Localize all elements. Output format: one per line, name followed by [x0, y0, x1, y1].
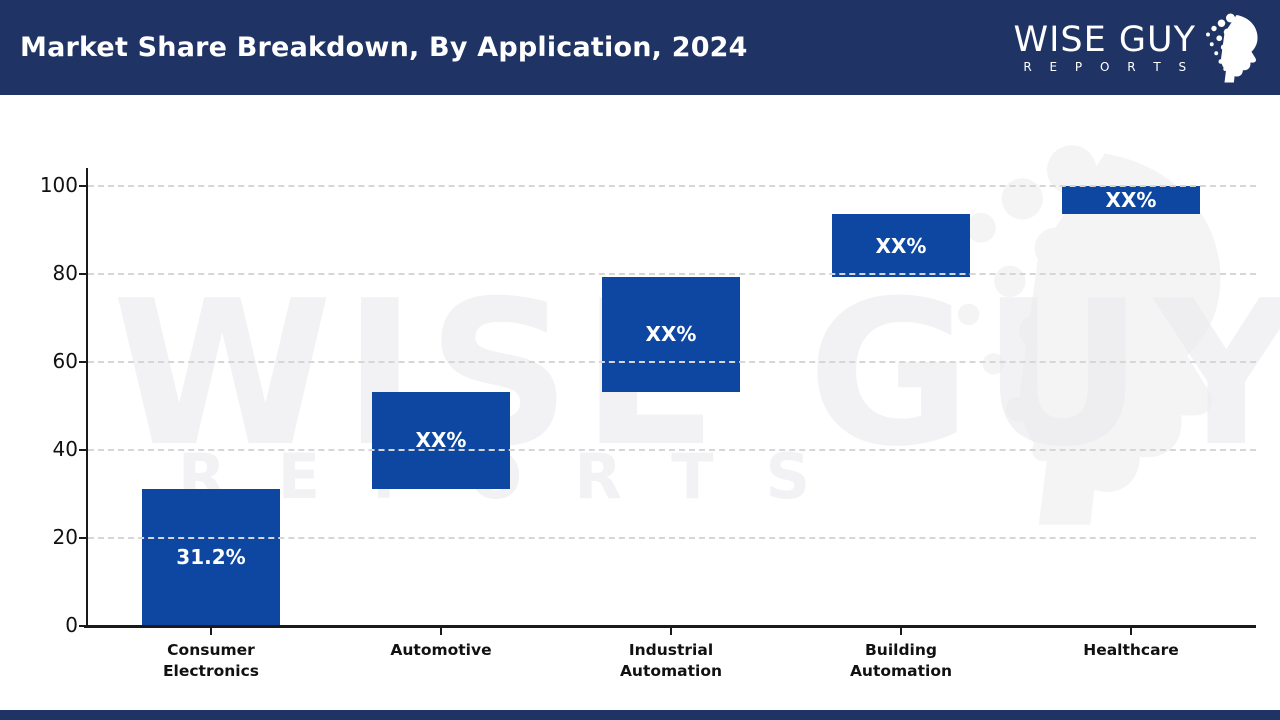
bar-consumer-electronics: 31.2% [142, 488, 280, 626]
bar-value-label: XX% [875, 233, 927, 258]
y-tick-label: 80 [52, 261, 78, 285]
x-category-label: Building Automation [849, 641, 953, 680]
x-axis-line [84, 625, 1256, 628]
x-tick-mark [670, 628, 672, 635]
gridline [88, 537, 1256, 539]
y-tick-mark [79, 361, 87, 363]
head-dots-icon [1206, 13, 1258, 82]
x-tick-mark [1130, 628, 1132, 635]
logo-subtitle: R E P O R T S [1023, 59, 1194, 74]
bar-value-label: 31.2% [176, 545, 246, 570]
bar-value-label: XX% [415, 428, 467, 453]
chart-title: Market Share Breakdown, By Application, … [20, 32, 748, 63]
gridline [88, 185, 1256, 187]
y-tick-label: 100 [39, 173, 78, 197]
y-axis-line [86, 168, 88, 627]
y-tick-label: 40 [52, 437, 78, 461]
x-tick-mark [440, 628, 442, 635]
y-tick-mark [79, 449, 87, 451]
bar-healthcare: XX% [1062, 186, 1200, 215]
y-tick-label: 20 [52, 525, 78, 549]
bar-value-label: XX% [645, 322, 697, 347]
bar-value-label: XX% [1105, 188, 1157, 213]
bar-industrial-automation: XX% [602, 277, 740, 392]
gridline [88, 449, 1256, 451]
x-category-label: Consumer Electronics [162, 641, 260, 680]
y-tick-label: 60 [52, 349, 78, 373]
y-tick-mark [79, 625, 87, 627]
x-category-label: Healthcare [1083, 641, 1179, 659]
x-tick-mark [210, 628, 212, 635]
y-tick-label: 0 [65, 613, 78, 637]
bar-building-automation: XX% [832, 214, 970, 278]
y-tick-mark [79, 273, 87, 275]
header-bar: Market Share Breakdown, By Application, … [0, 0, 1280, 95]
logo-text: WISE GUY R E P O R T S [1013, 22, 1196, 74]
bar-automotive: XX% [372, 391, 510, 489]
logo-wordmark: WISE GUY [1013, 19, 1196, 60]
x-category-label: Automotive [390, 641, 492, 659]
y-tick-mark [79, 185, 87, 187]
footer-bar [0, 710, 1280, 720]
gridline [88, 361, 1256, 363]
x-category-label: Industrial Automation [619, 641, 723, 680]
x-tick-mark [900, 628, 902, 635]
wise-guy-reports-logo: WISE GUY R E P O R T S [1013, 8, 1262, 88]
y-tick-mark [79, 537, 87, 539]
gridline [88, 273, 1256, 275]
